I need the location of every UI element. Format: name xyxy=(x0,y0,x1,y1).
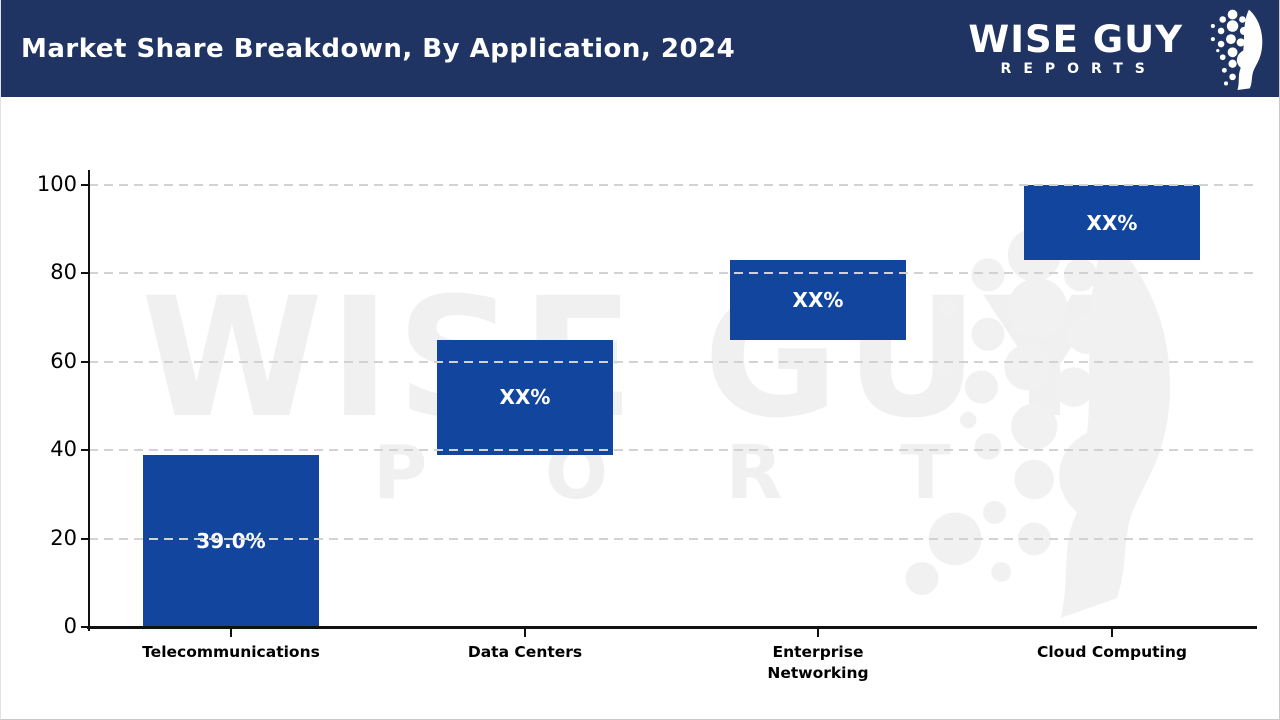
y-tick-mark-80 xyxy=(81,272,89,275)
bar-value-label: XX% xyxy=(499,385,551,410)
brand-logo: WISE GUY REPORTS xyxy=(968,6,1267,92)
x-axis-line xyxy=(87,626,1257,629)
y-tick-mark-100 xyxy=(81,184,89,186)
brand-subname: REPORTS xyxy=(1000,60,1157,77)
gridline-20 xyxy=(89,537,1257,540)
watermark-head-icon xyxy=(905,228,1171,619)
x-category-label: Enterprise Networking xyxy=(767,643,869,682)
plot-area: 39.0% XX% XX% XX% 0 20 40 60 80 100 Telecommunicat… xyxy=(1,97,1279,719)
x-tick-mark xyxy=(817,629,819,637)
y-tick-label-80: 80 xyxy=(50,260,77,285)
y-tick-mark-20 xyxy=(81,537,89,540)
brand-logo-text: WISE GUY REPORTS xyxy=(968,17,1183,77)
x-category-label: Telecommunications xyxy=(142,643,320,661)
x-category-label: Cloud Computing xyxy=(1036,643,1188,661)
y-tick-mark-60 xyxy=(81,360,89,363)
gridline-80 xyxy=(89,272,1257,275)
gridline-40 xyxy=(89,449,1257,452)
bar-value-label: XX% xyxy=(1086,210,1138,235)
y-axis-line xyxy=(88,170,90,631)
y-tick-label-100: 100 xyxy=(36,172,77,196)
header-band: Market Share Breakdown, By Application, … xyxy=(1,0,1279,97)
y-tick-mark-40 xyxy=(81,449,89,452)
x-category-label: Data Centers xyxy=(467,643,583,661)
bar-data-centers: XX% xyxy=(437,339,613,455)
dotted-head-icon xyxy=(1210,9,1263,90)
y-tick-label-0: 0 xyxy=(63,614,77,638)
gridline-60 xyxy=(89,360,1257,363)
bar-telecommunications: 39.0% xyxy=(143,454,319,627)
bar-cloud-computing: XX% xyxy=(1024,185,1200,261)
y-tick-label-40: 40 xyxy=(50,437,77,462)
x-tick-mark xyxy=(230,629,232,637)
chart-title: Market Share Breakdown, By Application, … xyxy=(21,33,736,64)
x-tick-mark xyxy=(1111,629,1113,637)
y-tick-mark-0 xyxy=(81,626,89,628)
x-tick-mark xyxy=(524,629,526,637)
gridline-100 xyxy=(89,184,1257,186)
y-tick-label-60: 60 xyxy=(50,348,77,373)
y-tick-label-20: 20 xyxy=(50,525,77,550)
bar-value-label: XX% xyxy=(792,287,844,312)
bar-value-label: 39.0% xyxy=(196,528,266,553)
brand-name: WISE GUY xyxy=(968,17,1183,61)
